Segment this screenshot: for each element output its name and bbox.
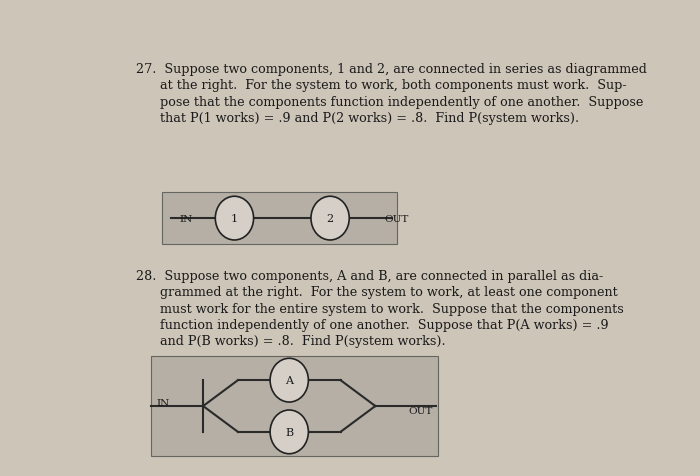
Text: 27.  Suppose two components, 1 and 2, are connected in series as diagrammed: 27. Suppose two components, 1 and 2, are… [136, 63, 647, 76]
Text: OUT: OUT [408, 407, 433, 416]
Bar [151, 357, 438, 456]
Text: function independently of one another.  Suppose that P(A works) = .9: function independently of one another. S… [136, 318, 609, 331]
Bar [162, 193, 397, 245]
Ellipse shape [311, 197, 349, 240]
Text: 1: 1 [231, 214, 238, 224]
Text: pose that the components function independently of one another.  Suppose: pose that the components function indepe… [136, 96, 643, 109]
Text: 28.  Suppose two components, A and B, are connected in parallel as dia-: 28. Suppose two components, A and B, are… [136, 269, 603, 282]
Ellipse shape [270, 358, 309, 402]
Ellipse shape [216, 197, 253, 240]
Text: grammed at the right.  For the system to work, at least one component: grammed at the right. For the system to … [136, 286, 618, 298]
Text: B: B [285, 427, 293, 437]
Text: A: A [285, 376, 293, 386]
Text: must work for the entire system to work.  Suppose that the components: must work for the entire system to work.… [136, 302, 624, 315]
Text: IN: IN [180, 214, 193, 223]
Text: and P(B works) = .8.  Find P(system works).: and P(B works) = .8. Find P(system works… [136, 335, 446, 347]
Text: OUT: OUT [384, 214, 408, 223]
Text: at the right.  For the system to work, both components must work.  Sup-: at the right. For the system to work, bo… [136, 79, 626, 92]
Text: 2: 2 [326, 214, 334, 224]
Ellipse shape [270, 410, 309, 454]
Text: IN: IN [156, 398, 169, 407]
Text: that P(1 works) = .9 and P(2 works) = .8.  Find P(system works).: that P(1 works) = .9 and P(2 works) = .8… [136, 112, 580, 125]
